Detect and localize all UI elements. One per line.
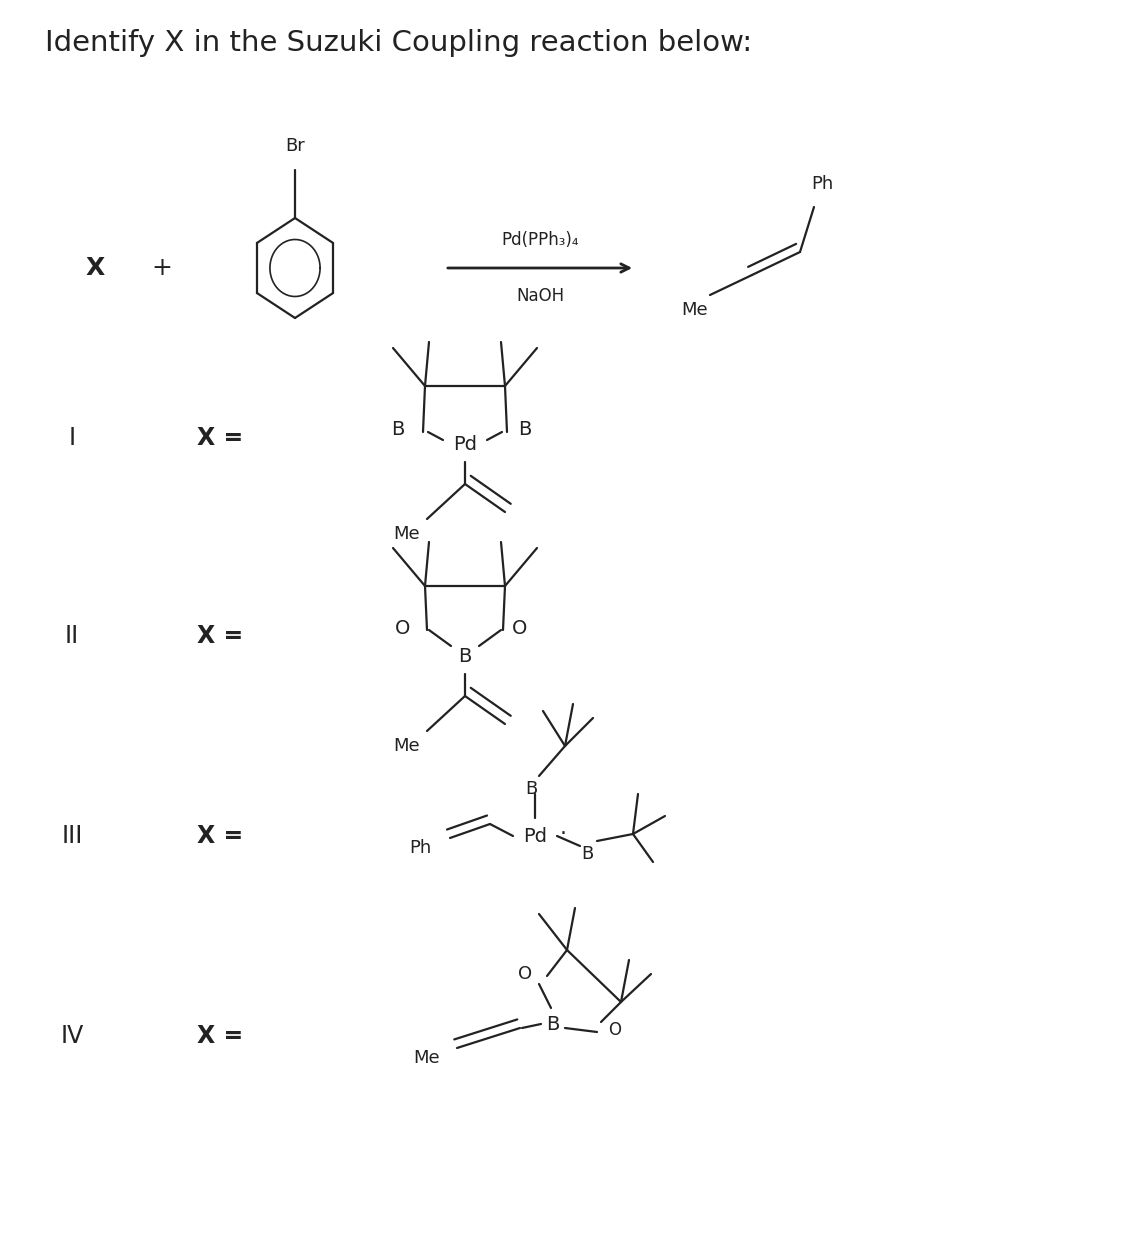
- Text: I: I: [68, 426, 75, 451]
- Text: O: O: [395, 619, 411, 638]
- Text: O: O: [518, 965, 532, 983]
- Text: Pd: Pd: [453, 434, 477, 453]
- Text: Br: Br: [285, 137, 305, 155]
- Text: Identify X in the Suzuki Coupling reaction below:: Identify X in the Suzuki Coupling reacti…: [46, 29, 752, 57]
- Text: X: X: [85, 256, 105, 280]
- Text: O: O: [608, 1021, 622, 1040]
- Text: Pd(PPh₃)₄: Pd(PPh₃)₄: [501, 231, 579, 250]
- Text: B: B: [458, 646, 472, 665]
- Text: B: B: [392, 419, 404, 438]
- Text: IV: IV: [60, 1025, 83, 1048]
- Text: O: O: [513, 619, 527, 638]
- Text: B: B: [518, 419, 532, 438]
- Text: Pd: Pd: [523, 826, 547, 845]
- Text: Me: Me: [394, 738, 420, 755]
- Text: Me: Me: [413, 1050, 441, 1067]
- Text: Me: Me: [681, 301, 708, 319]
- Text: X =: X =: [197, 624, 243, 648]
- Text: +: +: [151, 256, 172, 280]
- Text: X =: X =: [197, 426, 243, 451]
- Text: Me: Me: [394, 525, 420, 543]
- Text: X =: X =: [197, 824, 243, 847]
- Text: X =: X =: [197, 1025, 243, 1048]
- Text: Ph: Ph: [409, 839, 432, 857]
- Text: II: II: [65, 624, 79, 648]
- Text: B: B: [525, 780, 538, 797]
- Text: Ph: Ph: [811, 175, 833, 193]
- Text: III: III: [62, 824, 83, 847]
- Text: B: B: [547, 1015, 559, 1033]
- Text: ·: ·: [559, 824, 566, 844]
- Text: NaOH: NaOH: [516, 287, 564, 305]
- Text: B: B: [581, 845, 593, 864]
